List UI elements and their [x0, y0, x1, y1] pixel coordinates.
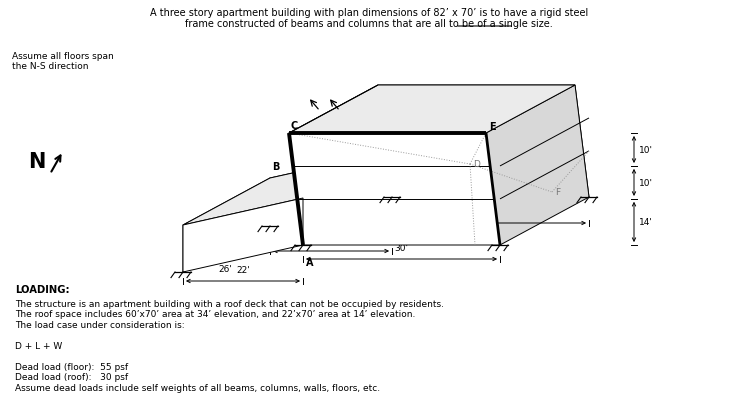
Text: A three story apartment building with plan dimensions of 82’ x 70’ is to have a : A three story apartment building with pl…: [150, 8, 588, 18]
Text: D + L + W: D + L + W: [15, 341, 62, 350]
Polygon shape: [303, 151, 392, 245]
Text: F: F: [555, 188, 560, 196]
Text: 30': 30': [483, 207, 497, 216]
Polygon shape: [183, 198, 303, 272]
Polygon shape: [289, 134, 500, 245]
Text: The structure is an apartment building with a roof deck that can not be occupied: The structure is an apartment building w…: [15, 299, 444, 308]
Text: 22': 22': [189, 233, 203, 243]
Text: B: B: [272, 162, 279, 172]
Polygon shape: [289, 86, 575, 134]
Polygon shape: [289, 86, 392, 245]
Text: 30': 30': [395, 243, 409, 252]
Text: C: C: [291, 121, 298, 131]
Text: frame constructed of beams and columns that are all to be of a single size.: frame constructed of beams and columns t…: [185, 19, 553, 29]
Text: Assume dead loads include self weights of all beams, columns, walls, floors, etc: Assume dead loads include self weights o…: [15, 383, 380, 392]
Text: 10': 10': [639, 179, 653, 188]
Text: The roof space includes 60’x70’ area at 34’ elevation, and 22’x70’ area at 14’ e: The roof space includes 60’x70’ area at …: [15, 310, 415, 319]
Polygon shape: [486, 86, 589, 245]
Text: Assume all floors span
the N-S direction: Assume all floors span the N-S direction: [12, 52, 114, 71]
Text: LOADING:: LOADING:: [15, 284, 69, 294]
Text: 22': 22': [324, 235, 338, 244]
Text: 26': 26': [218, 264, 232, 273]
Text: 22': 22': [236, 265, 250, 274]
Text: N: N: [28, 151, 46, 172]
Text: Live load (floor):  40 psf: Live load (floor): 40 psf: [15, 404, 123, 405]
Polygon shape: [270, 151, 392, 226]
Text: D: D: [473, 160, 480, 168]
Text: 14': 14': [639, 218, 653, 227]
Text: The load case under consideration is:: The load case under consideration is:: [15, 320, 184, 329]
Text: E: E: [489, 122, 496, 132]
Polygon shape: [378, 86, 589, 198]
Text: Dead load (roof):   30 psf: Dead load (roof): 30 psf: [15, 373, 128, 382]
Text: A: A: [306, 257, 314, 267]
Text: 10': 10': [639, 146, 653, 155]
Polygon shape: [183, 151, 392, 226]
Polygon shape: [183, 179, 270, 272]
Text: Dead load (floor):  55 psf: Dead load (floor): 55 psf: [15, 362, 128, 371]
